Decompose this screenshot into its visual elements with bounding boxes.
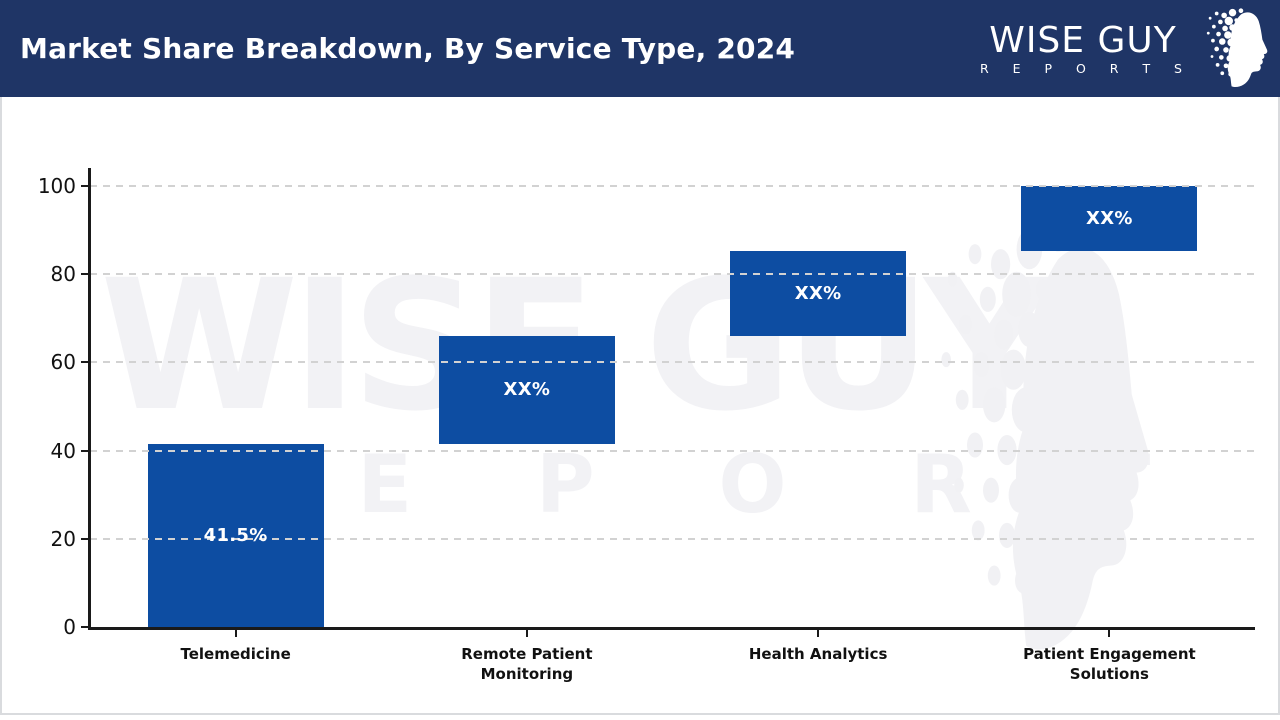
y-axis-line bbox=[88, 168, 91, 630]
gridline bbox=[90, 537, 1255, 540]
x-axis-tick bbox=[817, 629, 820, 637]
plot-area: 41.5% Telemedicine XX% Remote Patient Monit… bbox=[2, 97, 1280, 715]
x-axis-category-label: Remote Patient Monitoring bbox=[461, 645, 593, 684]
y-axis-tick bbox=[81, 449, 90, 452]
x-axis-category-label: Health Analytics bbox=[748, 645, 888, 663]
market-share-bar bbox=[730, 250, 907, 336]
gridline bbox=[90, 361, 1255, 364]
gridline bbox=[90, 185, 1255, 187]
y-axis-tick-label: 40 bbox=[50, 438, 76, 463]
y-axis-tick bbox=[81, 537, 90, 540]
market-share-bar bbox=[147, 443, 324, 627]
bar-value-label: XX% bbox=[1086, 207, 1133, 229]
header: Market Share Breakdown, By Service Type,… bbox=[0, 0, 1280, 97]
page-title: Market Share Breakdown, By Service Type,… bbox=[20, 32, 796, 65]
market-share-bar bbox=[438, 335, 615, 444]
y-axis-tick-label: 100 bbox=[37, 174, 76, 198]
y-axis-tick bbox=[81, 626, 90, 628]
bar-value-label: 41.5% bbox=[203, 524, 268, 546]
y-axis-tick bbox=[81, 273, 90, 276]
x-axis-tick bbox=[525, 629, 528, 637]
bar-value-label: XX% bbox=[503, 379, 551, 401]
wiseguy-logo: WISE GUY R E P O R T S bbox=[980, 4, 1274, 94]
logo-wordmark: WISE GUY bbox=[989, 19, 1177, 61]
gridline bbox=[90, 273, 1255, 276]
y-axis-tick bbox=[81, 361, 90, 364]
x-axis-category-label: Telemedicine bbox=[180, 645, 291, 663]
market-share-bar bbox=[1021, 186, 1198, 251]
wiseguy-logo-text: WISE GUY R E P O R T S bbox=[974, 19, 1192, 77]
y-axis-tick bbox=[81, 185, 90, 187]
x-axis-tick bbox=[1108, 629, 1111, 637]
logo-subtitle: R E P O R T S bbox=[979, 61, 1192, 77]
bar-value-label: XX% bbox=[794, 282, 842, 304]
y-axis-tick-label: 80 bbox=[50, 262, 76, 287]
x-axis-line bbox=[88, 627, 1255, 630]
gridline bbox=[90, 449, 1255, 452]
y-axis-tick-label: 60 bbox=[50, 350, 76, 375]
x-axis-tick bbox=[234, 629, 237, 637]
y-axis-tick-label: 20 bbox=[50, 526, 76, 551]
x-axis-category-label: Patient Engagement Solutions bbox=[1023, 645, 1196, 684]
wiseguy-head-icon bbox=[1178, 7, 1274, 91]
chart-area: WISE GUY R E P O R T S 41.5% Telemedicine… bbox=[0, 97, 1280, 715]
y-axis-tick-label: 0 bbox=[63, 615, 76, 639]
